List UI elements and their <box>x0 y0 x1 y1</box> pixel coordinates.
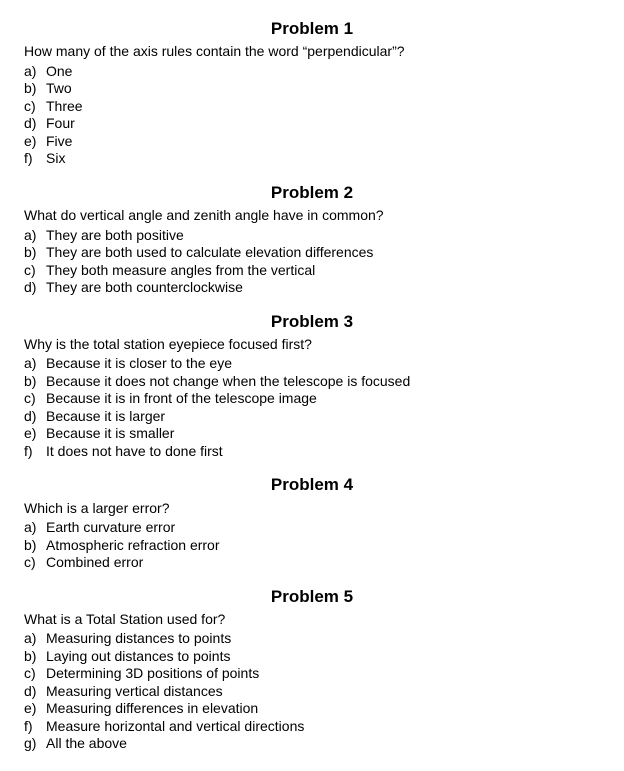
option-letter: d) <box>24 279 46 297</box>
option-text: Laying out distances to points <box>46 648 600 666</box>
option-letter: a) <box>24 355 46 373</box>
option-letter: d) <box>24 683 46 701</box>
option-text: Earth curvature error <box>46 519 600 537</box>
option-letter: e) <box>24 133 46 151</box>
option-letter: c) <box>24 98 46 116</box>
option-text: It does not have to done first <box>46 443 600 461</box>
option-item: d)Measuring vertical distances <box>24 683 600 701</box>
option-letter: b) <box>24 537 46 555</box>
option-item: g)All the above <box>24 735 600 753</box>
option-item: c)Because it is in front of the telescop… <box>24 390 600 408</box>
problem-title: Problem 2 <box>24 182 600 203</box>
option-letter: f) <box>24 718 46 736</box>
option-letter: g) <box>24 735 46 753</box>
option-item: a)They are both positive <box>24 227 600 245</box>
option-item: c)Three <box>24 98 600 116</box>
option-text: Two <box>46 80 600 98</box>
option-item: b)Two <box>24 80 600 98</box>
options-list: a)Because it is closer to the eyeb)Becau… <box>24 355 600 460</box>
option-text: Five <box>46 133 600 151</box>
options-list: a)Measuring distances to pointsb)Laying … <box>24 630 600 753</box>
option-text: Measuring distances to points <box>46 630 600 648</box>
option-letter: d) <box>24 115 46 133</box>
option-text: All the above <box>46 735 600 753</box>
option-text: Combined error <box>46 554 600 572</box>
option-letter: c) <box>24 554 46 572</box>
option-letter: a) <box>24 630 46 648</box>
option-text: Because it does not change when the tele… <box>46 373 600 391</box>
problem-title: Problem 4 <box>24 474 600 495</box>
option-text: Because it is smaller <box>46 425 600 443</box>
options-list: a)Earth curvature errorb)Atmospheric ref… <box>24 519 600 572</box>
option-letter: d) <box>24 408 46 426</box>
option-item: c)They both measure angles from the vert… <box>24 262 600 280</box>
option-text: One <box>46 63 600 81</box>
option-item: c)Combined error <box>24 554 600 572</box>
option-letter: a) <box>24 63 46 81</box>
option-item: f)Six <box>24 150 600 168</box>
option-letter: e) <box>24 425 46 443</box>
option-item: d)Four <box>24 115 600 133</box>
option-item: c)Determining 3D positions of points <box>24 665 600 683</box>
problem-question: What is a Total Station used for? <box>24 611 600 629</box>
option-text: Because it is closer to the eye <box>46 355 600 373</box>
options-list: a)They are both positiveb)They are both … <box>24 227 600 297</box>
option-letter: b) <box>24 648 46 666</box>
option-letter: b) <box>24 373 46 391</box>
option-item: e)Measuring differences in elevation <box>24 700 600 718</box>
option-text: Six <box>46 150 600 168</box>
option-item: b)Because it does not change when the te… <box>24 373 600 391</box>
option-item: a)Earth curvature error <box>24 519 600 537</box>
option-text: Because it is larger <box>46 408 600 426</box>
problem-question: What do vertical angle and zenith angle … <box>24 207 600 225</box>
option-item: b)They are both used to calculate elevat… <box>24 244 600 262</box>
option-text: They are both counterclockwise <box>46 279 600 297</box>
problem-title: Problem 1 <box>24 18 600 39</box>
problem-list: Problem 1 How many of the axis rules cont… <box>24 18 600 753</box>
option-item: d)Because it is larger <box>24 408 600 426</box>
option-letter: a) <box>24 519 46 537</box>
option-text: They are both positive <box>46 227 600 245</box>
option-text: Atmospheric refraction error <box>46 537 600 555</box>
options-list: a)Oneb)Twoc)Threed)Foure)Fivef)Six <box>24 63 600 168</box>
problem-title: Problem 5 <box>24 586 600 607</box>
option-item: d)They are both counterclockwise <box>24 279 600 297</box>
option-letter: c) <box>24 262 46 280</box>
option-letter: b) <box>24 244 46 262</box>
option-item: e)Because it is smaller <box>24 425 600 443</box>
option-letter: c) <box>24 390 46 408</box>
option-item: a)Because it is closer to the eye <box>24 355 600 373</box>
option-text: They both measure angles from the vertic… <box>46 262 600 280</box>
option-text: Three <box>46 98 600 116</box>
option-letter: f) <box>24 150 46 168</box>
option-letter: b) <box>24 80 46 98</box>
option-text: Measure horizontal and vertical directio… <box>46 718 600 736</box>
option-letter: a) <box>24 227 46 245</box>
problem-question: How many of the axis rules contain the w… <box>24 43 600 61</box>
problem-question: Which is a larger error? <box>24 500 600 518</box>
option-text: They are both used to calculate elevatio… <box>46 244 600 262</box>
option-letter: f) <box>24 443 46 461</box>
problem-title: Problem 3 <box>24 311 600 332</box>
option-item: a)Measuring distances to points <box>24 630 600 648</box>
option-text: Determining 3D positions of points <box>46 665 600 683</box>
option-letter: e) <box>24 700 46 718</box>
problem-question: Why is the total station eyepiece focuse… <box>24 336 600 354</box>
option-item: f)Measure horizontal and vertical direct… <box>24 718 600 736</box>
option-letter: c) <box>24 665 46 683</box>
option-item: b)Laying out distances to points <box>24 648 600 666</box>
option-text: Four <box>46 115 600 133</box>
option-text: Measuring differences in elevation <box>46 700 600 718</box>
option-item: e)Five <box>24 133 600 151</box>
option-text: Measuring vertical distances <box>46 683 600 701</box>
option-item: b)Atmospheric refraction error <box>24 537 600 555</box>
option-item: f)It does not have to done first <box>24 443 600 461</box>
option-item: a)One <box>24 63 600 81</box>
option-text: Because it is in front of the telescope … <box>46 390 600 408</box>
